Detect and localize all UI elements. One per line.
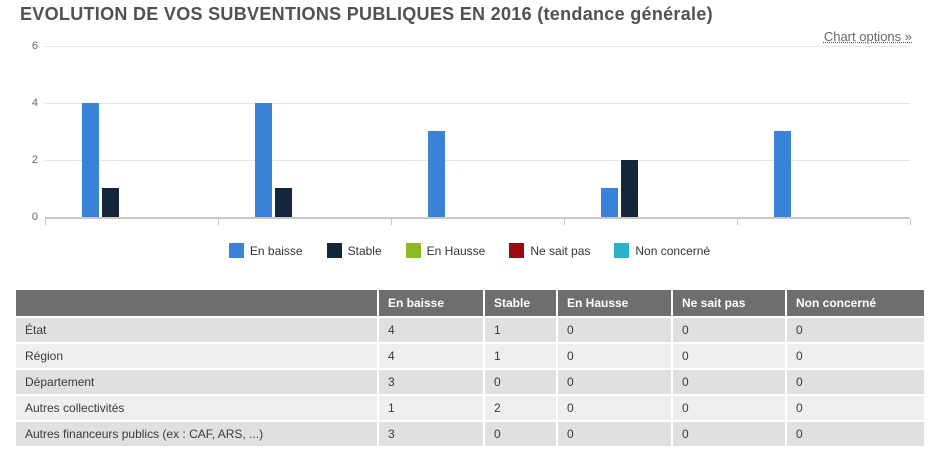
legend-label: Ne sait pas [530, 243, 591, 258]
table-cell: 2 [485, 396, 556, 420]
table-cell: 0 [673, 318, 785, 342]
bar-stable[interactable] [275, 188, 293, 217]
chart-legend: En baisse Stable En Hausse Ne sait pas Non c… [0, 243, 939, 258]
x-axis-tick [391, 219, 392, 225]
y-gridline [45, 160, 910, 161]
table-row-label: Département [16, 370, 377, 394]
bar-stable[interactable] [621, 160, 639, 217]
bar-en-baisse[interactable] [773, 131, 791, 217]
bar-en-baisse[interactable] [254, 103, 272, 217]
x-axis-tick [737, 219, 738, 225]
table-cell: 0 [485, 370, 556, 394]
y-axis-tick-label: 4 [31, 97, 38, 109]
y-gridline [45, 103, 910, 104]
legend-item-non-concern[interactable]: Non concerné [614, 243, 710, 258]
table-column-header-en-baisse: En baisse [379, 290, 483, 316]
x-axis-tick [45, 219, 46, 225]
table-cell: 0 [787, 422, 924, 446]
table-row-r-gion: Région 4 1 0 0 0 [16, 344, 924, 368]
x-axis-tick [564, 219, 565, 225]
table-cell: 0 [787, 318, 924, 342]
table-cell: 3 [379, 422, 483, 446]
table-row-autres-financeurs-publics-ex-caf-ars: Autres financeurs publics (ex : CAF, ARS… [16, 422, 924, 446]
legend-label: Non concerné [635, 243, 711, 258]
bar-en-baisse[interactable] [81, 103, 99, 217]
bar-en-baisse[interactable] [600, 188, 618, 217]
table-row-d-partement: Département 3 0 0 0 0 [16, 370, 924, 394]
bar-stable[interactable] [102, 188, 120, 217]
table-row-label: Région [16, 344, 377, 368]
table-column-header-stable: Stable [485, 290, 556, 316]
table-cell: 3 [379, 370, 483, 394]
bar-en-baisse[interactable] [427, 131, 445, 217]
table-column-header-en-hausse: En Hausse [558, 290, 671, 316]
table-corner-header [16, 290, 377, 316]
table-cell: 1 [379, 396, 483, 420]
table-head: En baisse Stable En Hausse Ne sait pas Non c… [16, 290, 924, 316]
bar-chart: 0 2 4 6 [31, 40, 911, 225]
y-axis-tick-label: 2 [31, 154, 38, 166]
table-cell: 0 [558, 318, 671, 342]
table-cell: 0 [558, 370, 671, 394]
data-table: En baisse Stable En Hausse Ne sait pas Non c… [14, 288, 926, 448]
table-header-row: En baisse Stable En Hausse Ne sait pas Non c… [16, 290, 924, 316]
table-body: État 4 1 0 0 0 Région 4 1 0 0 0 Département 3 0 0 0 0 Autr… [16, 318, 924, 446]
legend-item-en-hausse[interactable]: En Hausse [405, 243, 486, 258]
legend-swatch-stable [326, 243, 342, 258]
table-cell: 0 [673, 396, 785, 420]
table-cell: 0 [787, 370, 924, 394]
legend-swatch-ne-sait-pas [509, 243, 525, 258]
x-axis-tick [910, 219, 911, 225]
x-axis-line [45, 217, 910, 219]
legend-item-ne-sait-pas[interactable]: Ne sait pas [509, 243, 590, 258]
chart-options-link[interactable]: Chart options » [823, 29, 912, 44]
table-row-label: État [16, 318, 377, 342]
table-row-autres-collectivit-s: Autres collectivités 1 2 0 0 0 [16, 396, 924, 420]
table-cell: 0 [787, 344, 924, 368]
table-cell: 4 [379, 318, 483, 342]
table-row-label: Autres financeurs publics (ex : CAF, ARS… [16, 422, 377, 446]
table-cell: 0 [673, 370, 785, 394]
y-gridline [45, 46, 910, 47]
table-cell: 0 [673, 344, 785, 368]
legend-item-en-baisse[interactable]: En baisse [228, 243, 303, 258]
table-cell: 4 [379, 344, 483, 368]
table-cell: 0 [558, 396, 671, 420]
table-cell: 0 [485, 422, 556, 446]
table-row-tat: État 4 1 0 0 0 [16, 318, 924, 342]
legend-label: En baisse [249, 243, 303, 258]
table-cell: 0 [673, 422, 785, 446]
legend-swatch-non-concern [614, 243, 630, 258]
legend-swatch-en-hausse [405, 243, 421, 258]
page-title: EVOLUTION DE VOS SUBVENTIONS PUBLIQUES E… [20, 4, 713, 24]
table-cell: 0 [558, 344, 671, 368]
table-column-header-ne-sait-pas: Ne sait pas [673, 290, 785, 316]
table-cell: 0 [787, 396, 924, 420]
y-axis-tick-label: 0 [31, 211, 38, 223]
y-axis-tick-label: 6 [31, 40, 38, 52]
legend-item-stable[interactable]: Stable [326, 243, 382, 258]
table-row-label: Autres collectivités [16, 396, 377, 420]
table-column-header-non-concern: Non concerné [787, 290, 924, 316]
table-cell: 1 [485, 344, 556, 368]
table-cell: 1 [485, 318, 556, 342]
legend-label: Stable [347, 243, 382, 258]
x-axis-tick [218, 219, 219, 225]
legend-label: En Hausse [426, 243, 486, 258]
table-cell: 0 [558, 422, 671, 446]
legend-swatch-en-baisse [228, 243, 244, 258]
